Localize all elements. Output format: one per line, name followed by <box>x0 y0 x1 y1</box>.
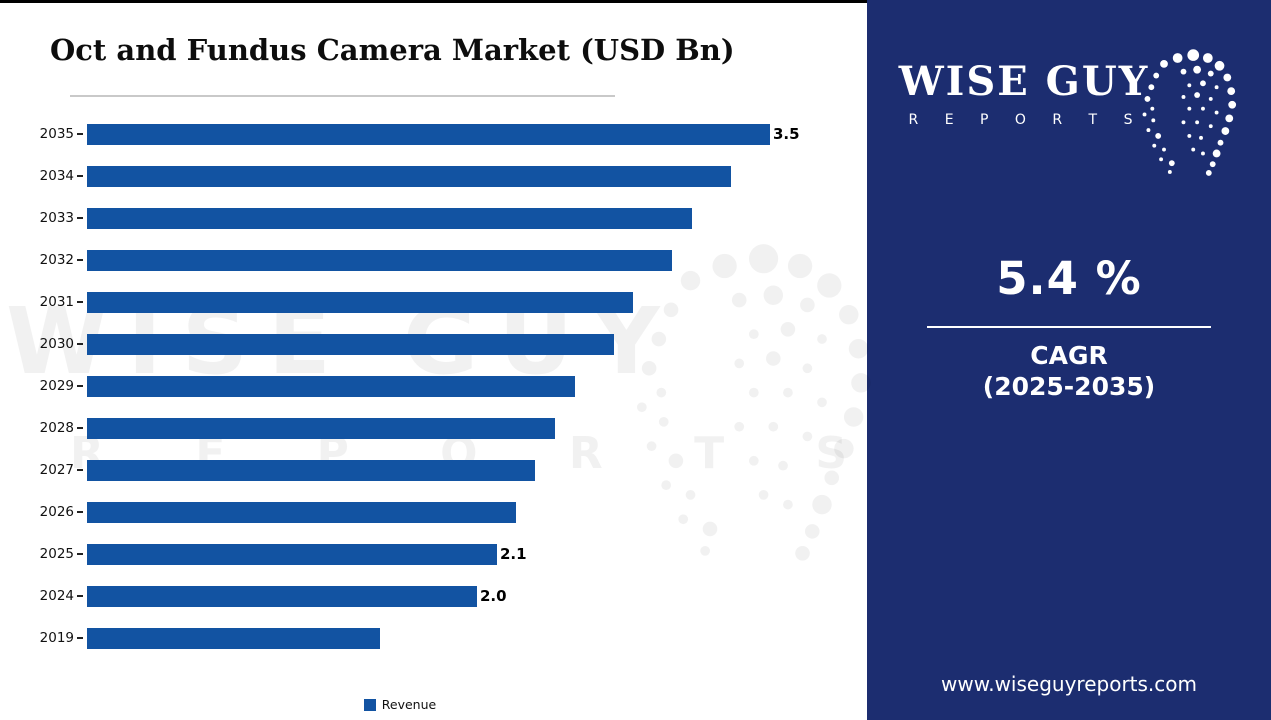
brand-logo: WISE GUY R E P O R T S <box>867 48 1271 184</box>
bar-row: 2024 2.0 <box>0 575 860 617</box>
y-axis-label: 2028 <box>39 420 74 436</box>
brand-logo-text: WISE GUY R E P O R T S <box>898 58 1150 129</box>
revenue-bar <box>87 165 731 187</box>
revenue-bar <box>87 417 555 439</box>
bar-row: 2033 <box>0 197 860 239</box>
y-axis-label: 2034 <box>39 168 74 184</box>
bar-row: 2027 <box>0 449 860 491</box>
bar-value-label: 2.1 <box>500 545 527 563</box>
axis-tick <box>77 175 83 177</box>
y-axis-label: 2035 <box>39 126 74 142</box>
revenue-bar <box>87 291 633 313</box>
y-axis-label: 2024 <box>39 588 74 604</box>
revenue-bar <box>87 627 380 649</box>
revenue-bar <box>87 207 692 229</box>
chart-panel: WISE GUY R E P O R T S Oct and Fundus Ca… <box>0 0 871 712</box>
y-axis-label: 2031 <box>39 294 74 310</box>
axis-tick <box>77 343 83 345</box>
cagr-value: 5.4 % <box>996 252 1142 305</box>
y-axis-label: 2032 <box>39 252 74 268</box>
website-link[interactable]: www.wiseguyreports.com <box>940 672 1197 696</box>
revenue-bar <box>87 333 614 355</box>
axis-tick <box>77 301 83 303</box>
brand-name: WISE GUY <box>898 58 1150 105</box>
bar-row: 2032 <box>0 239 860 281</box>
y-axis-label: 2029 <box>39 378 74 394</box>
bar-plot: 2035 3.5 2034 2033 2032 2031 2030 2029 2028 2027 2… <box>0 113 860 659</box>
revenue-bar <box>87 375 575 397</box>
chart-title: Oct and Fundus Camera Market (USD Bn) <box>50 33 735 67</box>
axis-tick <box>77 511 83 513</box>
y-axis-label: 2026 <box>39 504 74 520</box>
cagr-label: CAGR <box>1030 341 1108 370</box>
bar-row: 2026 <box>0 491 860 533</box>
y-axis-label: 2033 <box>39 210 74 226</box>
y-axis-label: 2027 <box>39 462 74 478</box>
brand-panel: WISE GUY R E P O R T S 5.4 % CAGR (2025-… <box>867 0 1271 720</box>
cagr-caption: CAGR (2025-2035) <box>867 340 1271 402</box>
axis-tick <box>77 637 83 639</box>
bar-value-label: 2.0 <box>480 587 507 605</box>
axis-tick <box>77 469 83 471</box>
revenue-bar <box>87 543 497 565</box>
cagr-divider <box>927 326 1211 328</box>
y-axis-label: 2019 <box>39 630 74 646</box>
axis-tick <box>77 595 83 597</box>
y-axis-label: 2025 <box>39 546 74 562</box>
bar-row: 2030 <box>0 323 860 365</box>
legend-label: Revenue <box>381 697 437 712</box>
bar-row: 2028 <box>0 407 860 449</box>
axis-tick <box>77 427 83 429</box>
bar-row: 2035 3.5 <box>0 113 860 155</box>
cagr-period: (2025-2035) <box>982 372 1156 401</box>
axis-tick <box>77 133 83 135</box>
bar-row: 2031 <box>0 281 860 323</box>
chart-legend: Revenue <box>0 697 800 712</box>
bar-value-label: 3.5 <box>773 125 800 143</box>
axis-tick <box>77 385 83 387</box>
axis-tick <box>77 259 83 261</box>
brand-subname: R E P O R T S <box>908 112 1144 128</box>
axis-tick <box>77 217 83 219</box>
revenue-bar <box>87 123 770 145</box>
bar-row: 2025 2.1 <box>0 533 860 575</box>
y-axis-label: 2030 <box>39 336 74 352</box>
title-divider <box>70 95 615 97</box>
bar-row: 2034 <box>0 155 860 197</box>
brand-head-icon <box>1127 48 1239 184</box>
revenue-bar <box>87 459 535 481</box>
revenue-bar <box>87 501 516 523</box>
legend-swatch-icon <box>363 698 376 711</box>
bar-row: 2019 <box>0 617 860 659</box>
axis-tick <box>77 553 83 555</box>
bar-row: 2029 <box>0 365 860 407</box>
revenue-bar <box>87 249 672 271</box>
revenue-bar <box>87 585 477 607</box>
